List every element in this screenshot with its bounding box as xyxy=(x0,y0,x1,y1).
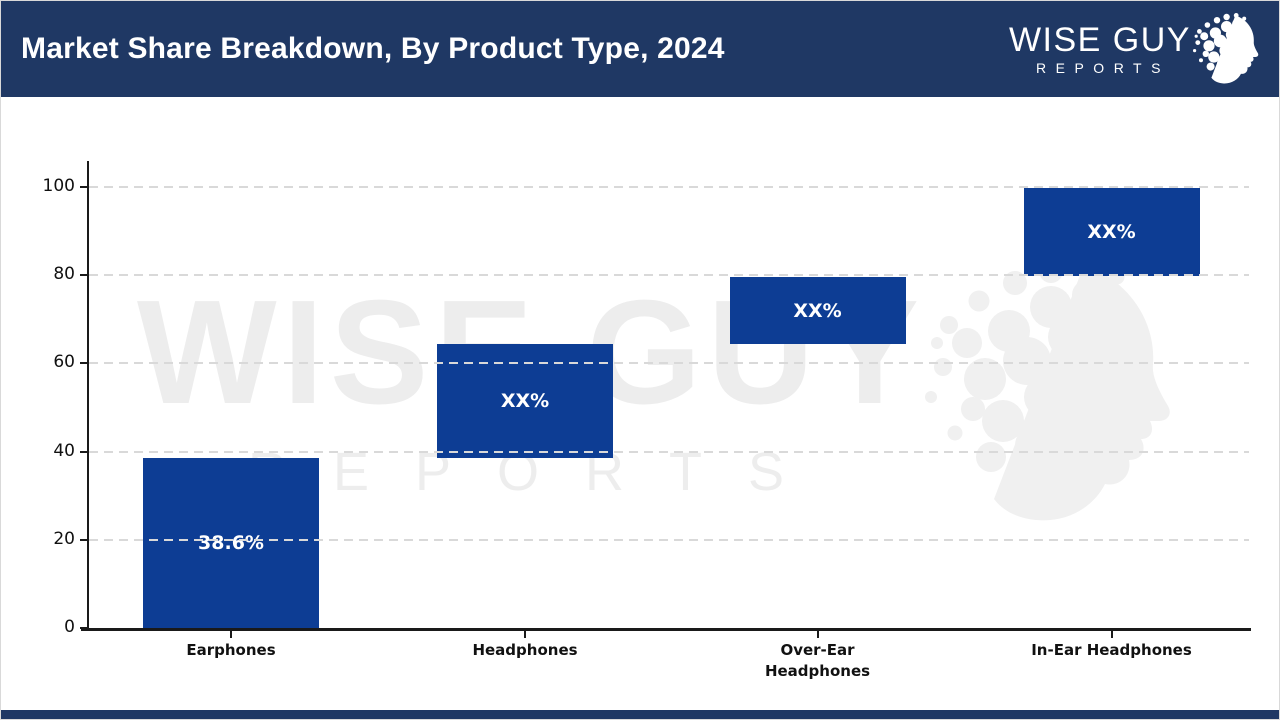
y-tick-mark-60 xyxy=(80,362,88,365)
dotted-head-profile-icon xyxy=(1193,13,1259,84)
footer-band xyxy=(1,710,1279,719)
bar-4: XX% xyxy=(1023,188,1200,277)
bar-value-label: XX% xyxy=(793,299,842,322)
gridline-100 xyxy=(89,186,1249,188)
x-axis-spine xyxy=(81,628,1251,631)
y-tick-mark-80 xyxy=(80,274,88,277)
y-tick-mark-20 xyxy=(80,538,88,541)
y-tick-label-40: 40 xyxy=(53,440,75,461)
bar-3: XX% xyxy=(729,277,906,344)
gridline-40 xyxy=(89,450,1249,453)
y-tick-label-0: 0 xyxy=(64,617,75,637)
x-tick-mark-1 xyxy=(230,631,232,638)
y-tick-label-100: 100 xyxy=(42,176,75,196)
y-tick-mark-100 xyxy=(80,186,88,188)
x-tick-mark-2 xyxy=(524,631,526,638)
y-tick-mark-40 xyxy=(80,450,88,453)
x-tick-mark-3 xyxy=(816,631,819,638)
logo-wise-guy-text: WISE GUY xyxy=(1008,20,1191,59)
header-band: Market Share Breakdown, By Product Type,… xyxy=(1,1,1279,97)
wise-guy-reports-logo: WISE GUY REPORTS xyxy=(1009,7,1265,91)
gridline-80 xyxy=(89,274,1249,277)
y-axis-spine xyxy=(87,161,89,631)
y-tick-label-60: 60 xyxy=(53,352,75,373)
logo-reports-text: REPORTS xyxy=(1036,59,1170,76)
y-tick-label-20: 20 xyxy=(53,528,75,549)
bar-value-label: XX% xyxy=(1087,221,1136,244)
bar-2: XX% xyxy=(437,343,613,458)
x-tick-label-3: Over-Ear Headphones xyxy=(764,641,871,680)
y-tick-label-80: 80 xyxy=(53,264,75,285)
x-tick-label-2: Headphones xyxy=(472,641,578,659)
x-tick-label-1: Earphones xyxy=(186,641,276,659)
bar-1: 38.6% xyxy=(143,457,319,628)
bar-value-label: XX% xyxy=(500,389,550,412)
gridline-60 xyxy=(89,362,1249,365)
page-title: Market Share Breakdown, By Product Type,… xyxy=(21,32,725,65)
x-tick-label-4: In-Ear Headphones xyxy=(1031,641,1192,659)
logo-text: WISE GUY REPORTS xyxy=(1009,23,1191,76)
bar-value-label: 38.6% xyxy=(198,531,264,554)
x-tick-mark-4 xyxy=(1110,631,1113,638)
gridline-20 xyxy=(89,538,1249,541)
